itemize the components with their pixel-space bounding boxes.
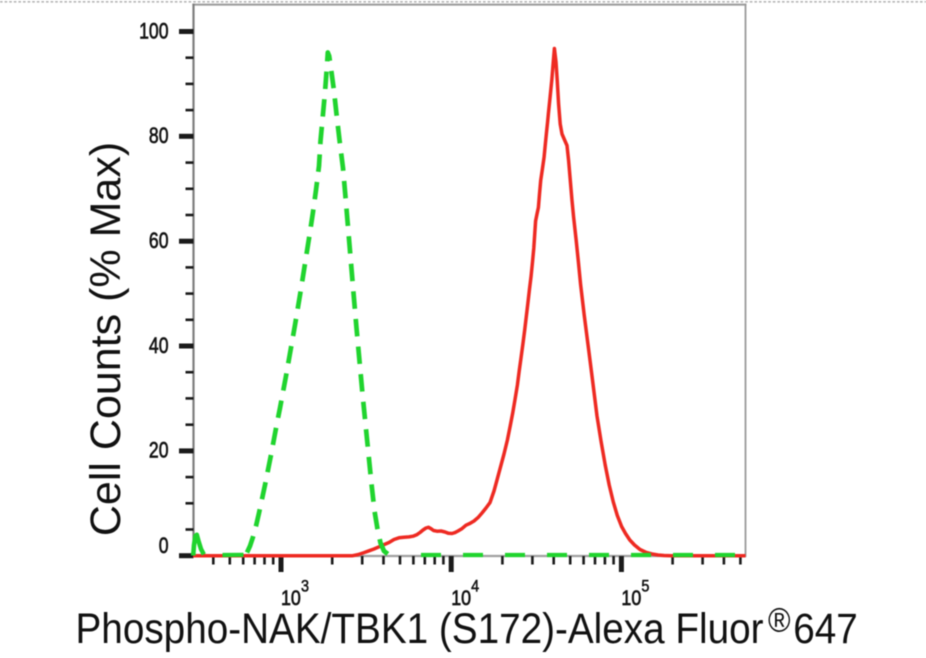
svg-text:10: 10 — [451, 587, 471, 611]
svg-text:647: 647 — [793, 604, 858, 652]
svg-text:3: 3 — [301, 577, 309, 595]
svg-text:100: 100 — [139, 20, 168, 44]
svg-text:5: 5 — [641, 577, 649, 595]
svg-text:60: 60 — [149, 229, 169, 253]
svg-text:Phospho-NAK/TBK1 (S172)-Alexa: Phospho-NAK/TBK1 (S172)-Alexa Fluor — [76, 604, 764, 652]
svg-text:10: 10 — [621, 587, 641, 611]
svg-text:40: 40 — [149, 334, 169, 358]
svg-text:80: 80 — [149, 124, 169, 148]
svg-text:20: 20 — [149, 439, 169, 463]
svg-text:10: 10 — [281, 587, 301, 611]
svg-text:Cell Counts (% Max): Cell Counts (% Max) — [82, 142, 130, 536]
svg-text:4: 4 — [471, 577, 479, 595]
svg-text:®: ® — [768, 601, 791, 639]
svg-text:0: 0 — [159, 534, 169, 558]
